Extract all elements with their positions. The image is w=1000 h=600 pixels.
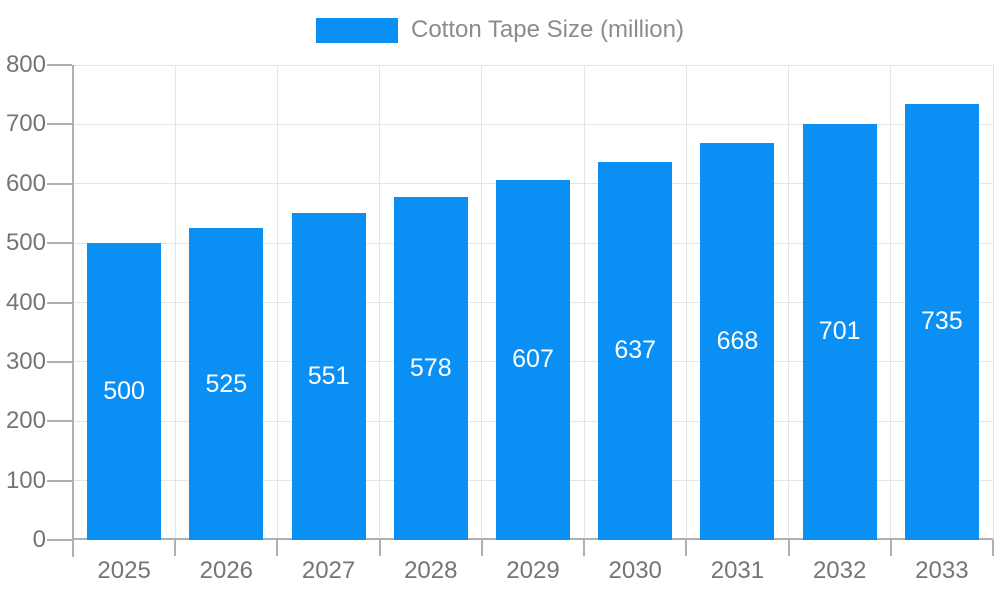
x-tick-label: 2025: [97, 557, 151, 584]
x-tick-mark: [72, 540, 74, 556]
gridline-vertical: [788, 65, 790, 540]
bar[interactable]: 500: [87, 243, 162, 540]
gridline-vertical: [276, 65, 278, 540]
x-tick-label: 2026: [199, 557, 254, 584]
gridline-vertical: [992, 65, 994, 540]
x-tick-label: 2027: [301, 557, 356, 584]
y-tick-mark: [47, 242, 72, 245]
x-tick-label: 2028: [404, 557, 458, 584]
y-tick-mark: [47, 479, 72, 482]
legend-label: Cotton Tape Size (million): [410, 16, 684, 43]
bar-value-label: 578: [409, 353, 452, 382]
x-tick-mark: [787, 540, 790, 556]
x-tick-mark: [889, 540, 892, 556]
y-tick-mark: [47, 539, 72, 541]
x-tick-label: 2032: [812, 557, 867, 584]
gridline-vertical: [685, 65, 687, 540]
y-tick-label: 400: [5, 288, 46, 316]
bar[interactable]: 607: [496, 179, 570, 540]
bar[interactable]: 735: [904, 103, 979, 540]
y-tick-mark: [47, 420, 72, 423]
bar-value-label: 701: [818, 317, 861, 346]
legend-swatch-icon: [315, 17, 398, 43]
bar-value-label: 637: [614, 336, 657, 365]
bar-value-label: 668: [716, 327, 759, 356]
bar[interactable]: 551: [291, 212, 366, 540]
x-tick-mark: [174, 540, 177, 556]
y-tick-label: 800: [5, 51, 46, 78]
gridline-horizontal: [73, 123, 993, 125]
x-tick-mark: [685, 540, 688, 556]
gridline-vertical: [890, 65, 892, 540]
gridline-vertical: [481, 65, 483, 540]
bar-value-label: 735: [921, 307, 963, 336]
y-tick-label: 700: [5, 110, 46, 138]
x-tick-label: 2030: [608, 557, 662, 584]
y-tick-label: 0: [32, 526, 46, 553]
y-tick-label: 300: [5, 347, 46, 375]
bar-value-label: 500: [103, 377, 145, 406]
x-tick-label: 2029: [506, 557, 560, 584]
bar-value-label: 607: [512, 345, 554, 374]
bar-value-label: 525: [205, 369, 248, 398]
y-tick-mark: [47, 123, 72, 126]
legend[interactable]: Cotton Tape Size (million): [0, 15, 1000, 45]
bar-value-label: 551: [307, 361, 350, 390]
x-tick-mark: [480, 540, 483, 556]
x-tick-label: 2033: [915, 557, 969, 584]
x-tick-mark: [992, 540, 994, 556]
y-tick-label: 200: [5, 407, 46, 435]
plot-area: 0 100 200 300 400 500 600 700 800 500 2025 525 2026 5…: [6, 52, 994, 584]
gridline-vertical: [174, 65, 176, 540]
x-tick-mark: [276, 540, 279, 556]
bar[interactable]: 668: [700, 143, 775, 540]
y-tick-mark: [47, 182, 72, 185]
y-tick-label: 600: [5, 169, 46, 197]
gridline-horizontal: [73, 64, 993, 66]
y-axis-line: [72, 65, 74, 557]
y-tick-mark: [47, 301, 72, 304]
x-tick-mark: [583, 540, 586, 556]
gridline-vertical: [583, 65, 585, 540]
y-tick-label: 100: [5, 466, 46, 494]
bar[interactable]: 525: [189, 228, 264, 540]
bar[interactable]: 637: [598, 161, 673, 540]
y-tick-mark: [47, 64, 72, 66]
x-tick-label: 2031: [710, 557, 765, 584]
y-tick-label: 500: [5, 229, 46, 257]
y-tick-mark: [47, 360, 72, 363]
bar[interactable]: 701: [802, 123, 877, 540]
gridline-vertical: [379, 65, 381, 540]
bar[interactable]: 578: [393, 196, 468, 540]
x-tick-mark: [378, 540, 381, 556]
